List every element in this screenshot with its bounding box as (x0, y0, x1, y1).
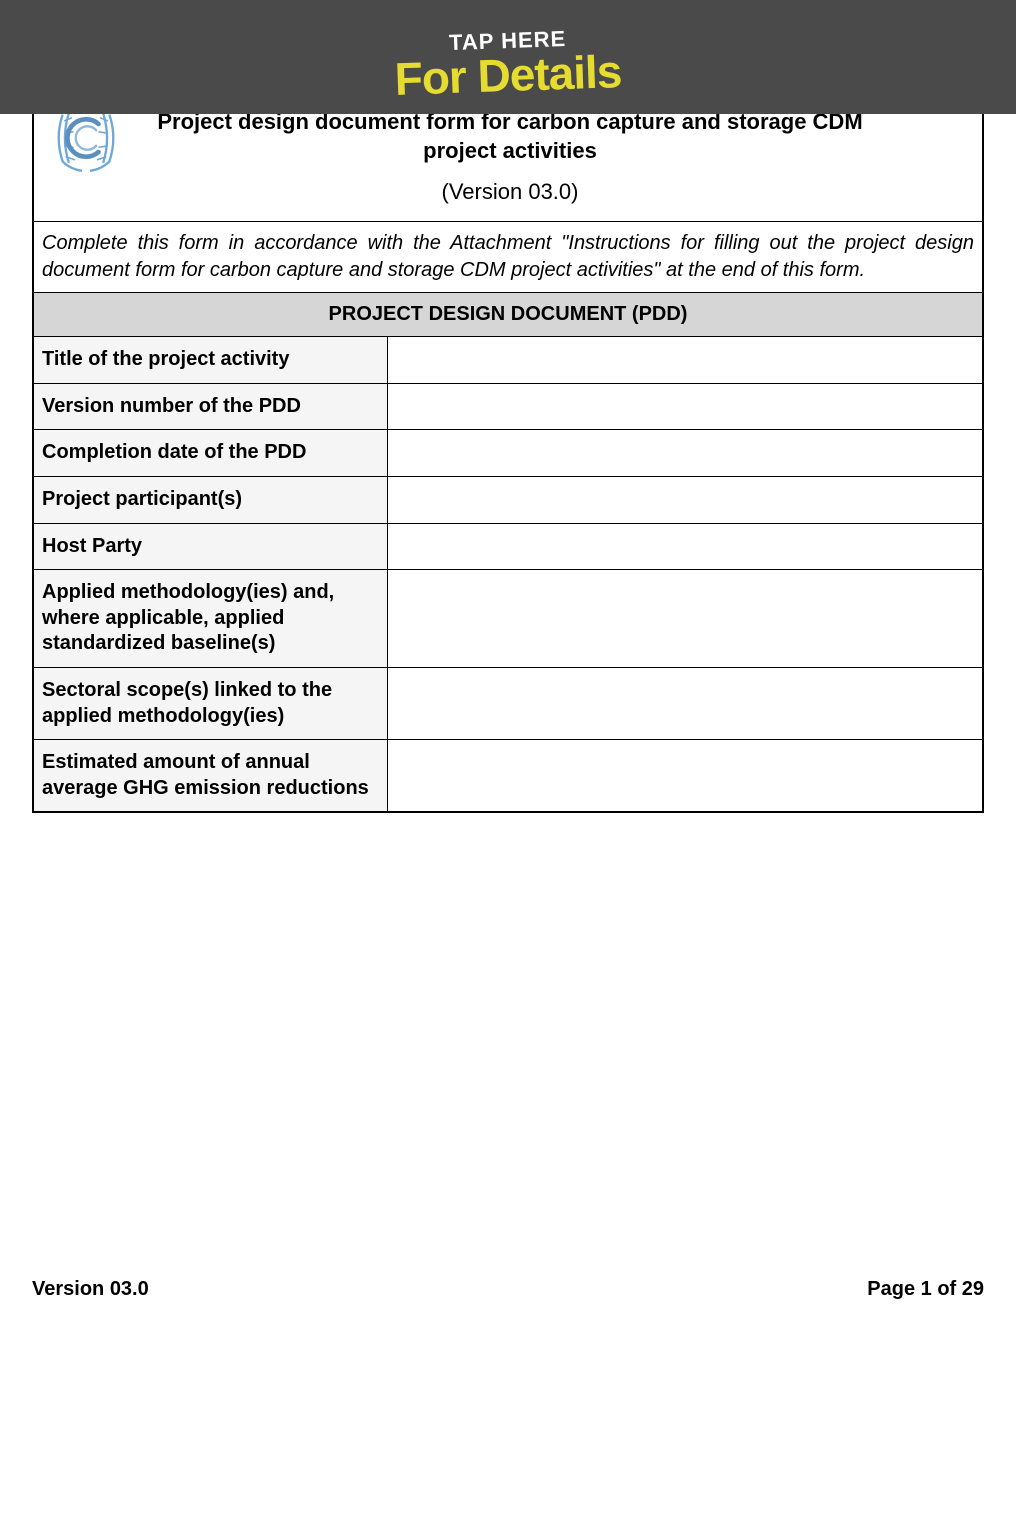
table-row: Project participant(s) (33, 476, 983, 523)
footer-version: Version 03.0 (32, 1278, 149, 1301)
field-value[interactable] (387, 430, 983, 477)
table-row: Estimated amount of annual average GHG e… (33, 740, 983, 813)
instructions-row: Complete this form in accordance with th… (33, 222, 983, 293)
field-label: Version number of the PDD (33, 383, 387, 430)
instructions-text: Complete this form in accordance with th… (33, 222, 983, 293)
field-label: Host Party (33, 523, 387, 570)
field-value[interactable] (387, 570, 983, 668)
field-value[interactable] (387, 523, 983, 570)
field-value[interactable] (387, 383, 983, 430)
field-value[interactable] (387, 337, 983, 384)
footer-page: Page 1 of 29 (867, 1278, 984, 1301)
field-label: Estimated amount of annual average GHG e… (33, 740, 387, 813)
field-label: Project participant(s) (33, 476, 387, 523)
field-label: Completion date of the PDD (33, 430, 387, 477)
table-row: Title of the project activity (33, 337, 983, 384)
table-row: Version number of the PDD (33, 383, 983, 430)
pdd-form-table: Project design document form for carbon … (32, 92, 984, 813)
ad-overlay-banner[interactable]: TAP HERE For Details (0, 0, 1016, 114)
field-value[interactable] (387, 740, 983, 813)
table-row: Completion date of the PDD (33, 430, 983, 477)
page-root: TAP HERE For Details CDM-CCS-PDD-FORM (0, 0, 1016, 1537)
table-row: Host Party (33, 523, 983, 570)
field-label: Sectoral scope(s) linked to the applied … (33, 667, 387, 739)
section-header-row: PROJECT DESIGN DOCUMENT (PDD) (33, 293, 983, 337)
field-label: Applied methodology(ies) and, where appl… (33, 570, 387, 668)
page-footer: Version 03.0 Page 1 of 29 (32, 1278, 984, 1301)
document-title: Project design document form for carbon … (148, 108, 872, 165)
table-row: Sectoral scope(s) linked to the applied … (33, 667, 983, 739)
field-value[interactable] (387, 667, 983, 739)
section-header: PROJECT DESIGN DOCUMENT (PDD) (33, 293, 983, 337)
table-row: Applied methodology(ies) and, where appl… (33, 570, 983, 668)
document-version: (Version 03.0) (148, 179, 872, 205)
field-value[interactable] (387, 476, 983, 523)
field-label: Title of the project activity (33, 337, 387, 384)
